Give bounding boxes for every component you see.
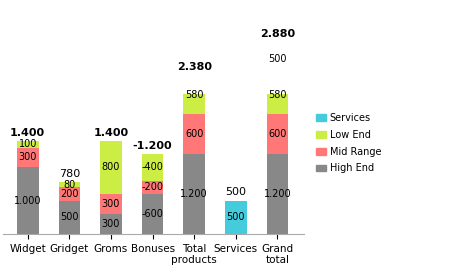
Text: -600: -600 [142, 209, 164, 219]
Text: 500: 500 [225, 187, 246, 197]
Bar [100, 214, 122, 234]
Text: 1.400: 1.400 [10, 128, 46, 137]
Bar [17, 147, 38, 168]
Text: 500: 500 [227, 212, 245, 222]
Text: 600: 600 [268, 129, 287, 139]
Bar [17, 168, 38, 234]
Text: 2.880: 2.880 [260, 29, 295, 39]
Text: 500: 500 [268, 54, 287, 64]
Bar [183, 114, 205, 154]
Text: 80: 80 [63, 180, 75, 190]
Bar [59, 201, 80, 234]
Text: 580: 580 [185, 90, 203, 100]
Text: 2.380: 2.380 [177, 62, 212, 72]
Text: 1.200: 1.200 [264, 189, 291, 199]
Bar [266, 154, 288, 234]
Text: 1.000: 1.000 [14, 196, 42, 206]
Bar [183, 76, 205, 114]
Bar [142, 154, 164, 181]
Text: -200: -200 [142, 183, 164, 192]
Text: 300: 300 [102, 219, 120, 229]
Text: -1.200: -1.200 [133, 141, 173, 151]
Bar [142, 194, 164, 234]
Bar [100, 194, 122, 214]
Text: -400: -400 [142, 162, 164, 172]
Bar [183, 154, 205, 234]
Bar [142, 181, 164, 194]
Text: 500: 500 [60, 212, 79, 222]
Text: 300: 300 [102, 199, 120, 209]
Text: 600: 600 [185, 129, 203, 139]
Text: 200: 200 [60, 189, 79, 199]
Text: 100: 100 [18, 139, 37, 149]
Bar [17, 141, 38, 147]
Bar [266, 76, 288, 114]
Text: 1.400: 1.400 [93, 128, 128, 137]
Bar [100, 141, 122, 194]
Text: 300: 300 [18, 152, 37, 162]
Bar [225, 201, 246, 234]
Text: 800: 800 [102, 162, 120, 172]
Bar [266, 43, 288, 76]
Legend: Services, Low End, Mid Range, High End: Services, Low End, Mid Range, High End [312, 109, 385, 177]
Bar [59, 182, 80, 187]
Text: 1.200: 1.200 [181, 189, 208, 199]
Text: 780: 780 [59, 169, 80, 179]
Bar [59, 187, 80, 201]
Text: 580: 580 [268, 90, 287, 100]
Bar [266, 114, 288, 154]
